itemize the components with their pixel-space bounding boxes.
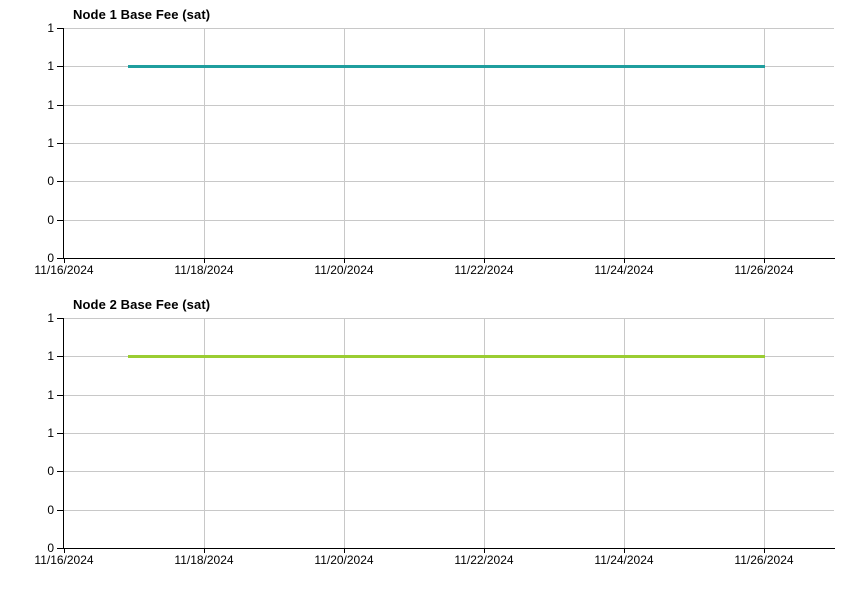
y-axis-tick-label: 0 — [47, 503, 54, 517]
gridline-vertical — [624, 28, 625, 258]
gridline-horizontal — [64, 471, 834, 472]
y-axis-tick-mark — [57, 433, 63, 434]
x-axis-tick-mark — [764, 548, 765, 553]
series-line — [128, 65, 765, 68]
x-axis-tick-mark — [64, 258, 65, 263]
y-axis-tick-mark — [57, 510, 63, 511]
plot-area — [64, 318, 834, 548]
y-axis-tick-mark — [57, 220, 63, 221]
chart-panel-node-2: Node 2 Base Fee (sat) 1 1 1 1 0 0 0 11/16/2024… — [0, 290, 860, 580]
gridline-horizontal — [64, 181, 834, 182]
x-axis-tick-label: 11/22/2024 — [454, 553, 514, 567]
gridline-vertical — [204, 28, 205, 258]
gridline-horizontal — [64, 220, 834, 221]
gridline-horizontal — [64, 510, 834, 511]
x-axis-tick-label: 11/16/2024 — [34, 263, 94, 277]
y-axis-tick-label: 1 — [47, 388, 54, 402]
x-axis-tick-mark — [344, 258, 345, 263]
y-axis-tick-label: 1 — [47, 98, 54, 112]
x-axis-tick-label: 11/18/2024 — [174, 553, 234, 567]
gridline-horizontal — [64, 318, 834, 319]
x-axis-tick-mark — [484, 548, 485, 553]
y-axis-tick-mark — [57, 548, 63, 549]
gridline-horizontal — [64, 105, 834, 106]
gridline-vertical — [204, 318, 205, 548]
gridline-vertical — [484, 318, 485, 548]
series-line — [128, 355, 765, 358]
gridline-vertical — [764, 28, 765, 258]
y-axis-tick-mark — [57, 181, 63, 182]
y-axis-tick-label: 0 — [47, 213, 54, 227]
y-axis-line — [63, 28, 64, 259]
y-axis-tick-label: 1 — [47, 311, 54, 325]
x-axis-tick-mark — [764, 258, 765, 263]
x-axis-tick-mark — [204, 548, 205, 553]
y-axis-tick-mark — [57, 471, 63, 472]
x-axis-tick-mark — [204, 258, 205, 263]
y-axis-tick-mark — [57, 356, 63, 357]
y-axis-tick-mark — [57, 105, 63, 106]
y-axis-tick-mark — [57, 395, 63, 396]
gridline-horizontal — [64, 433, 834, 434]
gridline-vertical — [624, 318, 625, 548]
y-axis-tick-mark — [57, 143, 63, 144]
x-axis-line — [63, 548, 835, 549]
x-axis-tick-mark — [624, 258, 625, 263]
x-axis-tick-label: 11/26/2024 — [734, 263, 794, 277]
y-axis-tick-mark — [57, 318, 63, 319]
x-axis-tick-label: 11/24/2024 — [594, 263, 654, 277]
gridline-horizontal — [64, 143, 834, 144]
x-axis-tick-label: 11/20/2024 — [314, 263, 374, 277]
chart-panel-node-1: Node 1 Base Fee (sat) 1 1 1 1 0 0 0 11/16/2024… — [0, 0, 860, 290]
chart-title: Node 1 Base Fee (sat) — [73, 7, 211, 22]
y-axis-tick-mark — [57, 66, 63, 67]
gridline-vertical — [764, 318, 765, 548]
y-axis-line — [63, 318, 64, 549]
x-axis-tick-mark — [624, 548, 625, 553]
x-axis-tick-mark — [344, 548, 345, 553]
x-axis-tick-mark — [64, 548, 65, 553]
plot-area — [64, 28, 834, 258]
x-axis-tick-label: 11/24/2024 — [594, 553, 654, 567]
y-axis-tick-label: 1 — [47, 426, 54, 440]
x-axis-tick-label: 11/20/2024 — [314, 553, 374, 567]
y-axis-tick-label: 0 — [47, 464, 54, 478]
x-axis-tick-label: 11/22/2024 — [454, 263, 514, 277]
y-axis-tick-label: 0 — [47, 541, 54, 555]
gridline-vertical — [344, 318, 345, 548]
gridline-horizontal — [64, 28, 834, 29]
x-axis-tick-mark — [484, 258, 485, 263]
x-axis-tick-label: 11/26/2024 — [734, 553, 794, 567]
y-axis-tick-mark — [57, 258, 63, 259]
y-axis-tick-label: 0 — [47, 174, 54, 188]
gridline-vertical — [484, 28, 485, 258]
x-axis-line — [63, 258, 835, 259]
y-axis-tick-label: 1 — [47, 136, 54, 150]
y-axis-tick-label: 1 — [47, 21, 54, 35]
gridline-horizontal — [64, 395, 834, 396]
chart-title: Node 2 Base Fee (sat) — [73, 297, 211, 312]
gridline-vertical — [344, 28, 345, 258]
x-axis-tick-label: 11/18/2024 — [174, 263, 234, 277]
y-axis-tick-label: 0 — [47, 251, 54, 265]
y-axis-tick-mark — [57, 28, 63, 29]
x-axis-tick-label: 11/16/2024 — [34, 553, 94, 567]
y-axis-tick-label: 1 — [47, 349, 54, 363]
y-axis-tick-label: 1 — [47, 59, 54, 73]
